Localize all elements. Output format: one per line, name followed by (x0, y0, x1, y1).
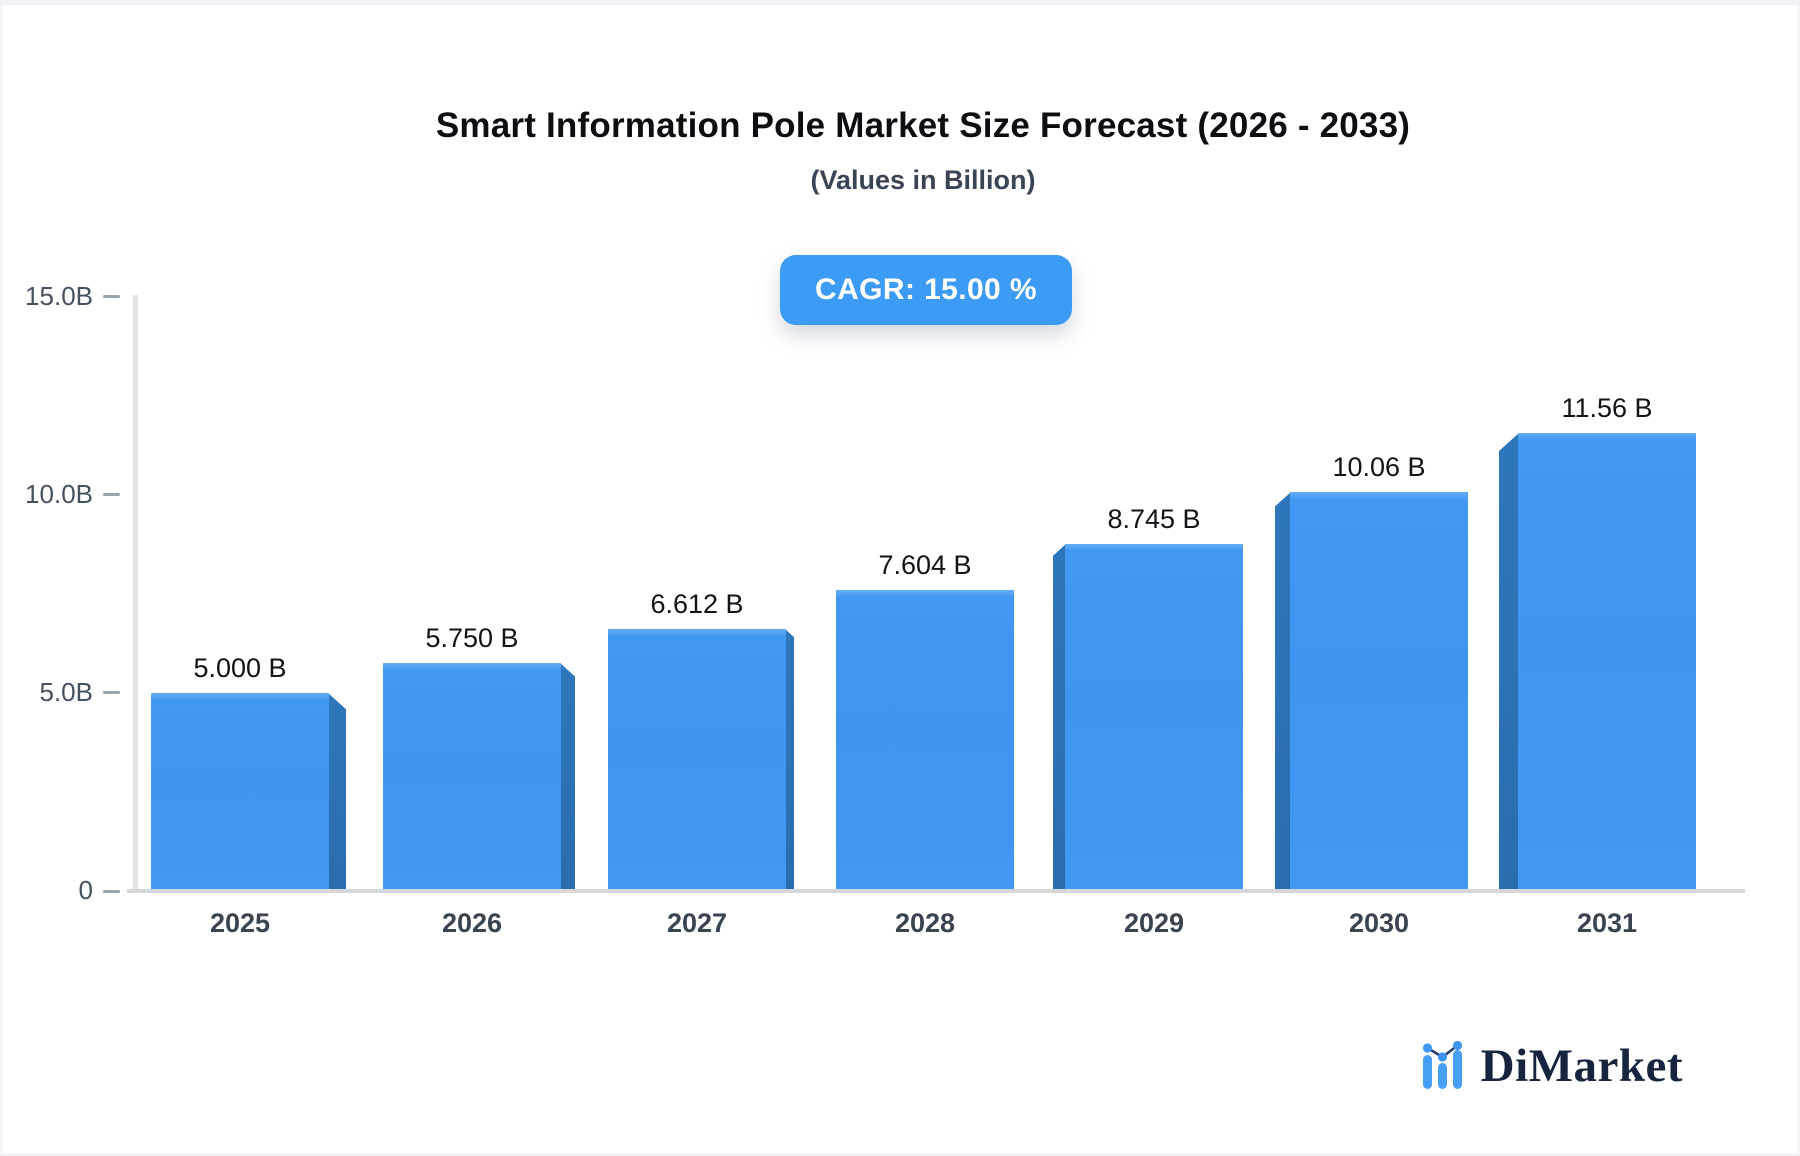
x-axis-baseline (127, 889, 1745, 893)
x-axis-label: 2031 (1576, 908, 1638, 938)
brand-logo-text: DiMarket (1480, 1040, 1683, 1092)
bar[interactable] (1290, 492, 1468, 891)
y-axis-tick (103, 493, 120, 497)
chart-title: Smart Information Pole Market Size Forec… (435, 106, 1411, 145)
bar-value-label: 5.000 B (193, 652, 287, 683)
bar[interactable] (1518, 432, 1696, 891)
y-axis-tick-label: 10.0B (25, 478, 93, 509)
bar-value-label: 11.56 B (1561, 392, 1653, 423)
bar-value-label: 6.612 B (650, 588, 744, 619)
bar[interactable] (608, 628, 786, 891)
y-axis-tick (103, 889, 120, 893)
bar-3d-side-face (328, 692, 346, 891)
bar-3d-side-face (1275, 492, 1291, 891)
y-axis-tick-label: 5.0B (39, 676, 94, 707)
x-axis-label: 2025 (209, 908, 271, 938)
x-axis-label: 2030 (1348, 908, 1410, 938)
chart-header: Smart Information Pole Market Size Forec… (49, 105, 1797, 196)
chart-subtitle: (Values in Billion) (810, 165, 1036, 195)
bar-value-label: 5.750 B (425, 623, 519, 654)
bar-3d-side-face (1499, 432, 1519, 891)
x-axis-label: 2029 (1123, 908, 1185, 938)
y-axis-line (133, 295, 138, 891)
bar[interactable] (383, 663, 561, 891)
bar[interactable] (1065, 544, 1243, 891)
bar-3d-side-face (560, 663, 575, 891)
cagr-badge: CAGR: 15.00 % (780, 255, 1072, 325)
y-axis-tick (103, 295, 120, 299)
bar[interactable] (836, 589, 1014, 891)
x-axis-label: 2028 (894, 908, 956, 938)
bar-value-label: 8.745 B (1107, 504, 1201, 535)
y-axis-tick (103, 691, 120, 695)
y-axis-tick-label: 15.0B (25, 280, 93, 311)
bar-value-label: 10.06 B (1332, 452, 1426, 483)
bar-value-label: 7.604 B (878, 549, 972, 580)
brand-logo: DiMarket (1422, 1039, 1683, 1093)
y-axis-tick-label: 0 (78, 875, 93, 905)
bar-chart-logo-icon (1422, 1040, 1462, 1089)
x-axis-label: 2026 (441, 908, 503, 938)
x-axis-label: 2027 (666, 908, 728, 938)
bar-3d-side-face (785, 628, 794, 891)
plot-area (3, 5, 1797, 891)
bar[interactable] (151, 692, 329, 891)
